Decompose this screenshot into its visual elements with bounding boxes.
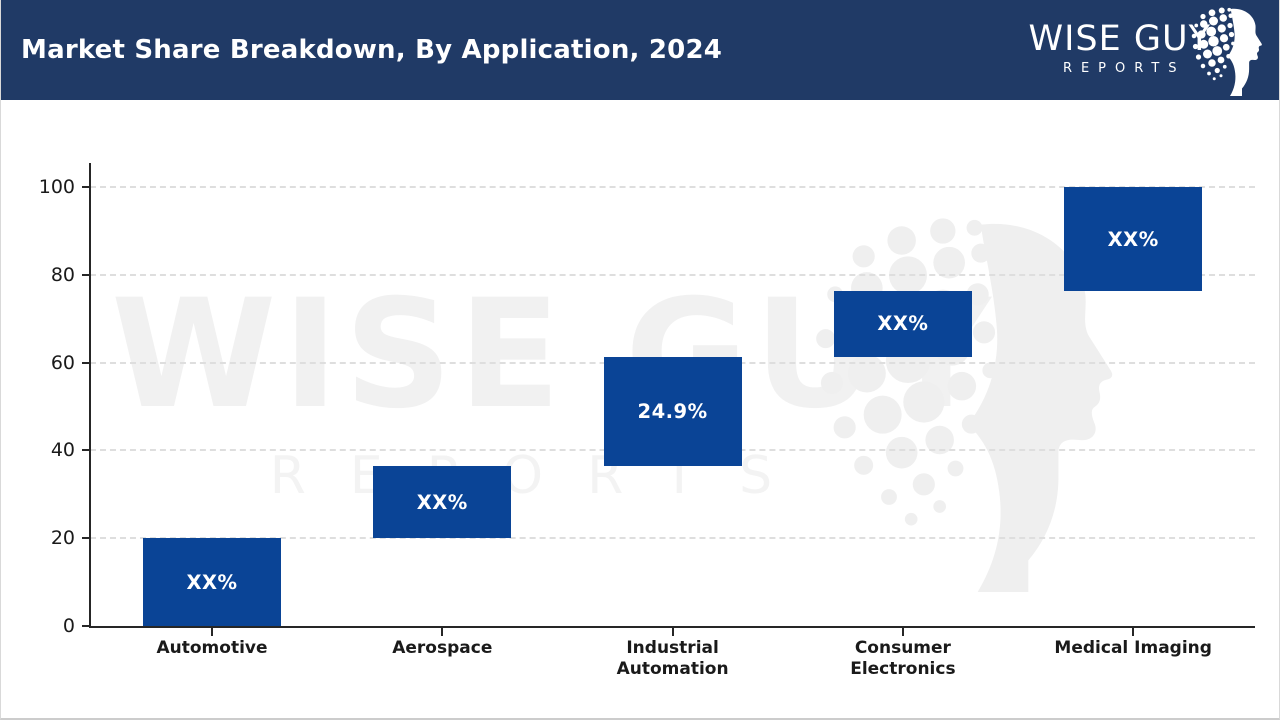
category-label: Medical Imaging <box>1054 638 1212 658</box>
bar-aerospace: XX% <box>373 466 512 539</box>
category-label: Consumer Electronics <box>850 638 956 679</box>
brand-tagline: REPORTS <box>1062 61 1186 76</box>
brand-logo: WISE GUY REPORTS <box>1009 0 1279 100</box>
bar-consumer-electronics: XX% <box>833 291 972 357</box>
bar-value-label: XX% <box>877 312 929 336</box>
bar-value-label: XX% <box>416 490 468 514</box>
category-label: Aerospace <box>392 638 493 658</box>
gridline-y-80 <box>90 273 1255 276</box>
chart-area: WISE GUY REPORTS 0 20 40 60 80 100 XX% Automoti… <box>1 100 1280 718</box>
bar-medical-imaging: XX% <box>1064 187 1203 292</box>
y-axis <box>89 163 91 628</box>
y-tick-60 <box>82 361 90 364</box>
y-tick-label: 40 <box>50 439 75 462</box>
category-label: Automotive <box>156 638 268 658</box>
bar-value-label: 24.9% <box>637 400 708 424</box>
y-tick-label: 20 <box>50 527 75 550</box>
y-tick-0 <box>82 625 90 627</box>
y-tick-80 <box>82 273 90 276</box>
y-tick-20 <box>82 537 90 540</box>
gridline-y-20 <box>90 537 1255 540</box>
y-tick-100 <box>82 186 90 188</box>
x-tick-1 <box>441 628 444 636</box>
brand-logo-text: WISE GUY REPORTS <box>1028 19 1211 77</box>
y-tick-label: 100 <box>38 176 75 198</box>
gridline-y-100 <box>90 186 1255 188</box>
category-label: Industrial Automation <box>616 638 729 679</box>
y-tick-label: 60 <box>50 351 75 374</box>
bar-industrial-automation: 24.9% <box>603 356 742 467</box>
x-tick-0 <box>211 628 213 636</box>
x-tick-2 <box>671 628 674 636</box>
brand-head-icon <box>1179 6 1275 96</box>
brand-name: WISE GUY <box>1028 19 1211 59</box>
bar-value-label: XX% <box>1107 227 1159 251</box>
page-title: Market Share Breakdown, By Application, … <box>21 35 723 65</box>
header: Market Share Breakdown, By Application, … <box>1 0 1279 100</box>
x-tick-3 <box>901 628 904 636</box>
bar-value-label: XX% <box>186 570 238 594</box>
x-tick-4 <box>1132 628 1135 636</box>
y-tick-40 <box>82 449 90 452</box>
bar-automotive: XX% <box>143 538 281 626</box>
y-tick-label: 80 <box>50 263 75 286</box>
x-axis <box>89 626 1255 628</box>
y-tick-label: 0 <box>62 615 75 637</box>
